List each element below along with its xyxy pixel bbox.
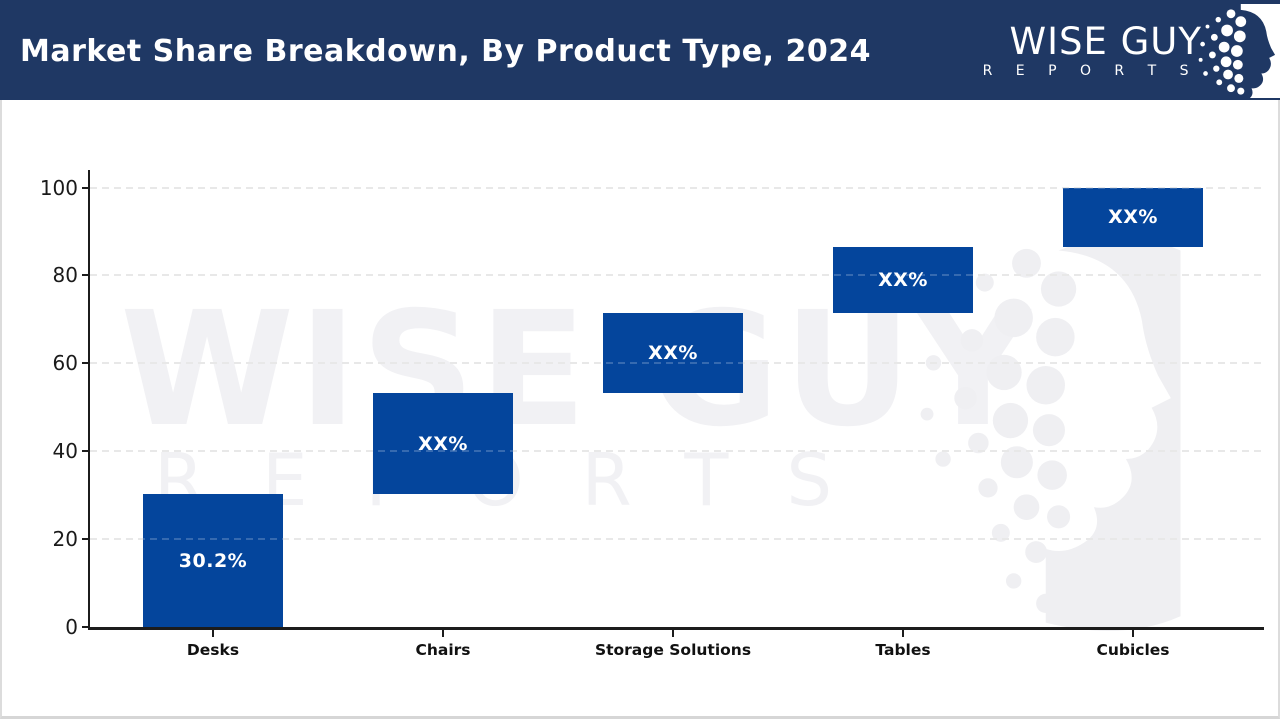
y-tick	[82, 274, 90, 277]
brand-wordmark: WISE GUY	[1009, 20, 1202, 63]
category-label: Chairs	[415, 641, 471, 659]
bar-chairs: XX%	[373, 393, 513, 495]
category-label: Storage Solutions	[594, 641, 752, 659]
brand-logo: WISE GUY R E P O R T S	[983, 0, 1280, 100]
gridline-overlay	[90, 362, 1264, 365]
category-label: Tables	[875, 641, 931, 659]
y-tick	[82, 450, 90, 453]
bar-value-label: XX%	[418, 432, 468, 455]
watermark-dotted-head-icon	[920, 237, 1181, 631]
y-tick	[82, 362, 90, 365]
gridline-overlay	[90, 186, 1264, 189]
bar-storage-solutions: XX%	[603, 313, 743, 394]
gridline-overlay	[90, 274, 1264, 277]
y-axis	[88, 170, 90, 629]
bar-cubicles: XX%	[1063, 187, 1203, 248]
chart-area: WISE GUY REPORTS 30.2% Desks XX% Chairs XX% S…	[0, 100, 1280, 719]
gridline	[90, 538, 1264, 541]
y-tick-label: 80	[52, 263, 78, 288]
gridline	[90, 186, 1264, 189]
page-title: Market Share Breakdown, By Product Type,…	[20, 34, 871, 69]
y-tick	[82, 538, 90, 541]
x-tick	[212, 629, 214, 637]
x-tick	[442, 629, 444, 637]
bar-value-label: XX%	[1108, 206, 1158, 229]
x-tick	[902, 629, 904, 637]
y-tick-label: 60	[52, 351, 78, 376]
bar-value-label: 30.2%	[178, 549, 248, 572]
brand-wordmark-sub: R E P O R T S	[982, 63, 1198, 79]
x-tick	[1132, 629, 1134, 637]
gridline	[90, 450, 1264, 453]
x-axis	[88, 627, 1264, 630]
dotted-head-icon	[1198, 4, 1280, 98]
bar-value-label: XX%	[878, 269, 928, 292]
gridline-overlay	[90, 538, 1264, 541]
y-tick	[82, 626, 90, 628]
header-bar: Market Share Breakdown, By Product Type,…	[0, 0, 1280, 100]
y-tick-label: 100	[39, 175, 78, 200]
bar-tables: XX%	[833, 247, 973, 314]
y-tick-label: 0	[65, 615, 78, 639]
y-tick-label: 40	[52, 439, 78, 464]
gridline-overlay	[90, 450, 1264, 453]
gridline	[90, 274, 1264, 277]
bar-value-label: XX%	[648, 342, 698, 365]
y-tick-label: 20	[52, 527, 78, 552]
y-tick	[82, 186, 90, 189]
x-tick	[672, 629, 674, 637]
category-label: Cubicles	[1096, 641, 1170, 659]
bar-desks: 30.2%	[143, 494, 283, 627]
category-label: Desks	[186, 641, 240, 659]
